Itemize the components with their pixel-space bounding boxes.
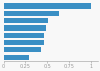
Bar bbox=[4, 40, 44, 45]
Bar bbox=[4, 55, 29, 60]
Bar bbox=[4, 18, 48, 23]
Bar bbox=[4, 25, 46, 31]
Bar bbox=[4, 3, 91, 9]
Bar bbox=[4, 47, 41, 52]
Bar bbox=[4, 33, 44, 38]
Bar bbox=[4, 11, 59, 16]
